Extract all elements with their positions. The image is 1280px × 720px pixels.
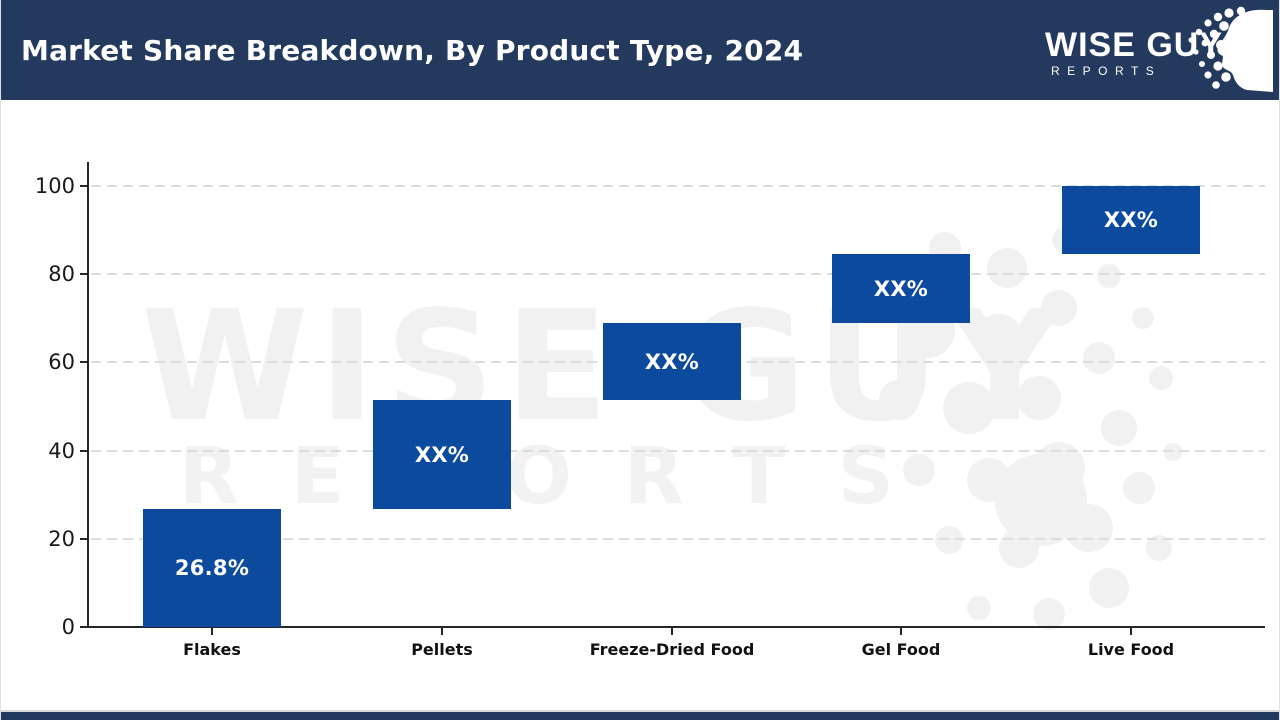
y-tick-label: 100 [34, 174, 75, 198]
x-category-label-live-food: Live Food [1087, 640, 1175, 659]
bar-freeze-dried-food: XX% [603, 323, 741, 400]
x-axis-line [87, 626, 1265, 628]
footer-band [1, 710, 1279, 720]
bar-live-food: XX% [1062, 186, 1200, 254]
y-tick-label: 40 [48, 439, 75, 463]
y-tick-label: 80 [48, 262, 75, 286]
y-tick-mark [80, 273, 87, 275]
y-tick-mark [80, 185, 87, 187]
x-category-label-freeze-dried-food: Freeze-Dried Food [589, 640, 755, 659]
x-tick-mark [211, 628, 213, 635]
wiseguy-logo: WISE GUY REPORTS [1017, 6, 1273, 94]
bar-pellets: XX% [373, 400, 511, 509]
y-tick-label: 0 [61, 615, 75, 639]
x-tick-mark [441, 628, 443, 635]
y-axis-line [87, 162, 89, 628]
gridline-y20 [91, 538, 1265, 540]
x-category-label-pellets: Pellets [411, 640, 473, 659]
logo-subtext: REPORTS [1051, 64, 1162, 78]
bar-flakes: 26.8% [143, 509, 281, 627]
logo-face-icon [1188, 6, 1273, 93]
bar-value-label: 26.8% [174, 556, 250, 580]
x-tick-mark [900, 628, 902, 635]
y-tick-mark [80, 450, 87, 452]
bar-value-label: XX% [1103, 208, 1159, 232]
y-tick-mark [80, 626, 87, 628]
x-category-label-gel-food: Gel Food [861, 640, 941, 659]
gridline-y100 [91, 185, 1265, 187]
page-title: Market Share Breakdown, By Product Type,… [21, 33, 804, 67]
x-category-label-flakes: Flakes [183, 640, 241, 659]
y-tick-label: 20 [48, 527, 75, 551]
header-band: Market Share Breakdown, By Product Type,… [1, 0, 1279, 100]
x-tick-mark [1130, 628, 1132, 635]
y-tick-mark [80, 538, 87, 540]
bar-value-label: XX% [644, 349, 700, 374]
x-tick-mark [671, 628, 673, 635]
logo-wordmark: WISE GUY [1045, 26, 1224, 64]
bar-value-label: XX% [414, 442, 470, 467]
bar-value-label: XX% [873, 276, 929, 301]
gridline-y40 [91, 450, 1265, 452]
gridline-y80 [91, 273, 1265, 275]
y-tick-label: 60 [48, 350, 75, 374]
y-tick-mark [80, 361, 87, 363]
bar-gel-food: XX% [832, 254, 970, 323]
